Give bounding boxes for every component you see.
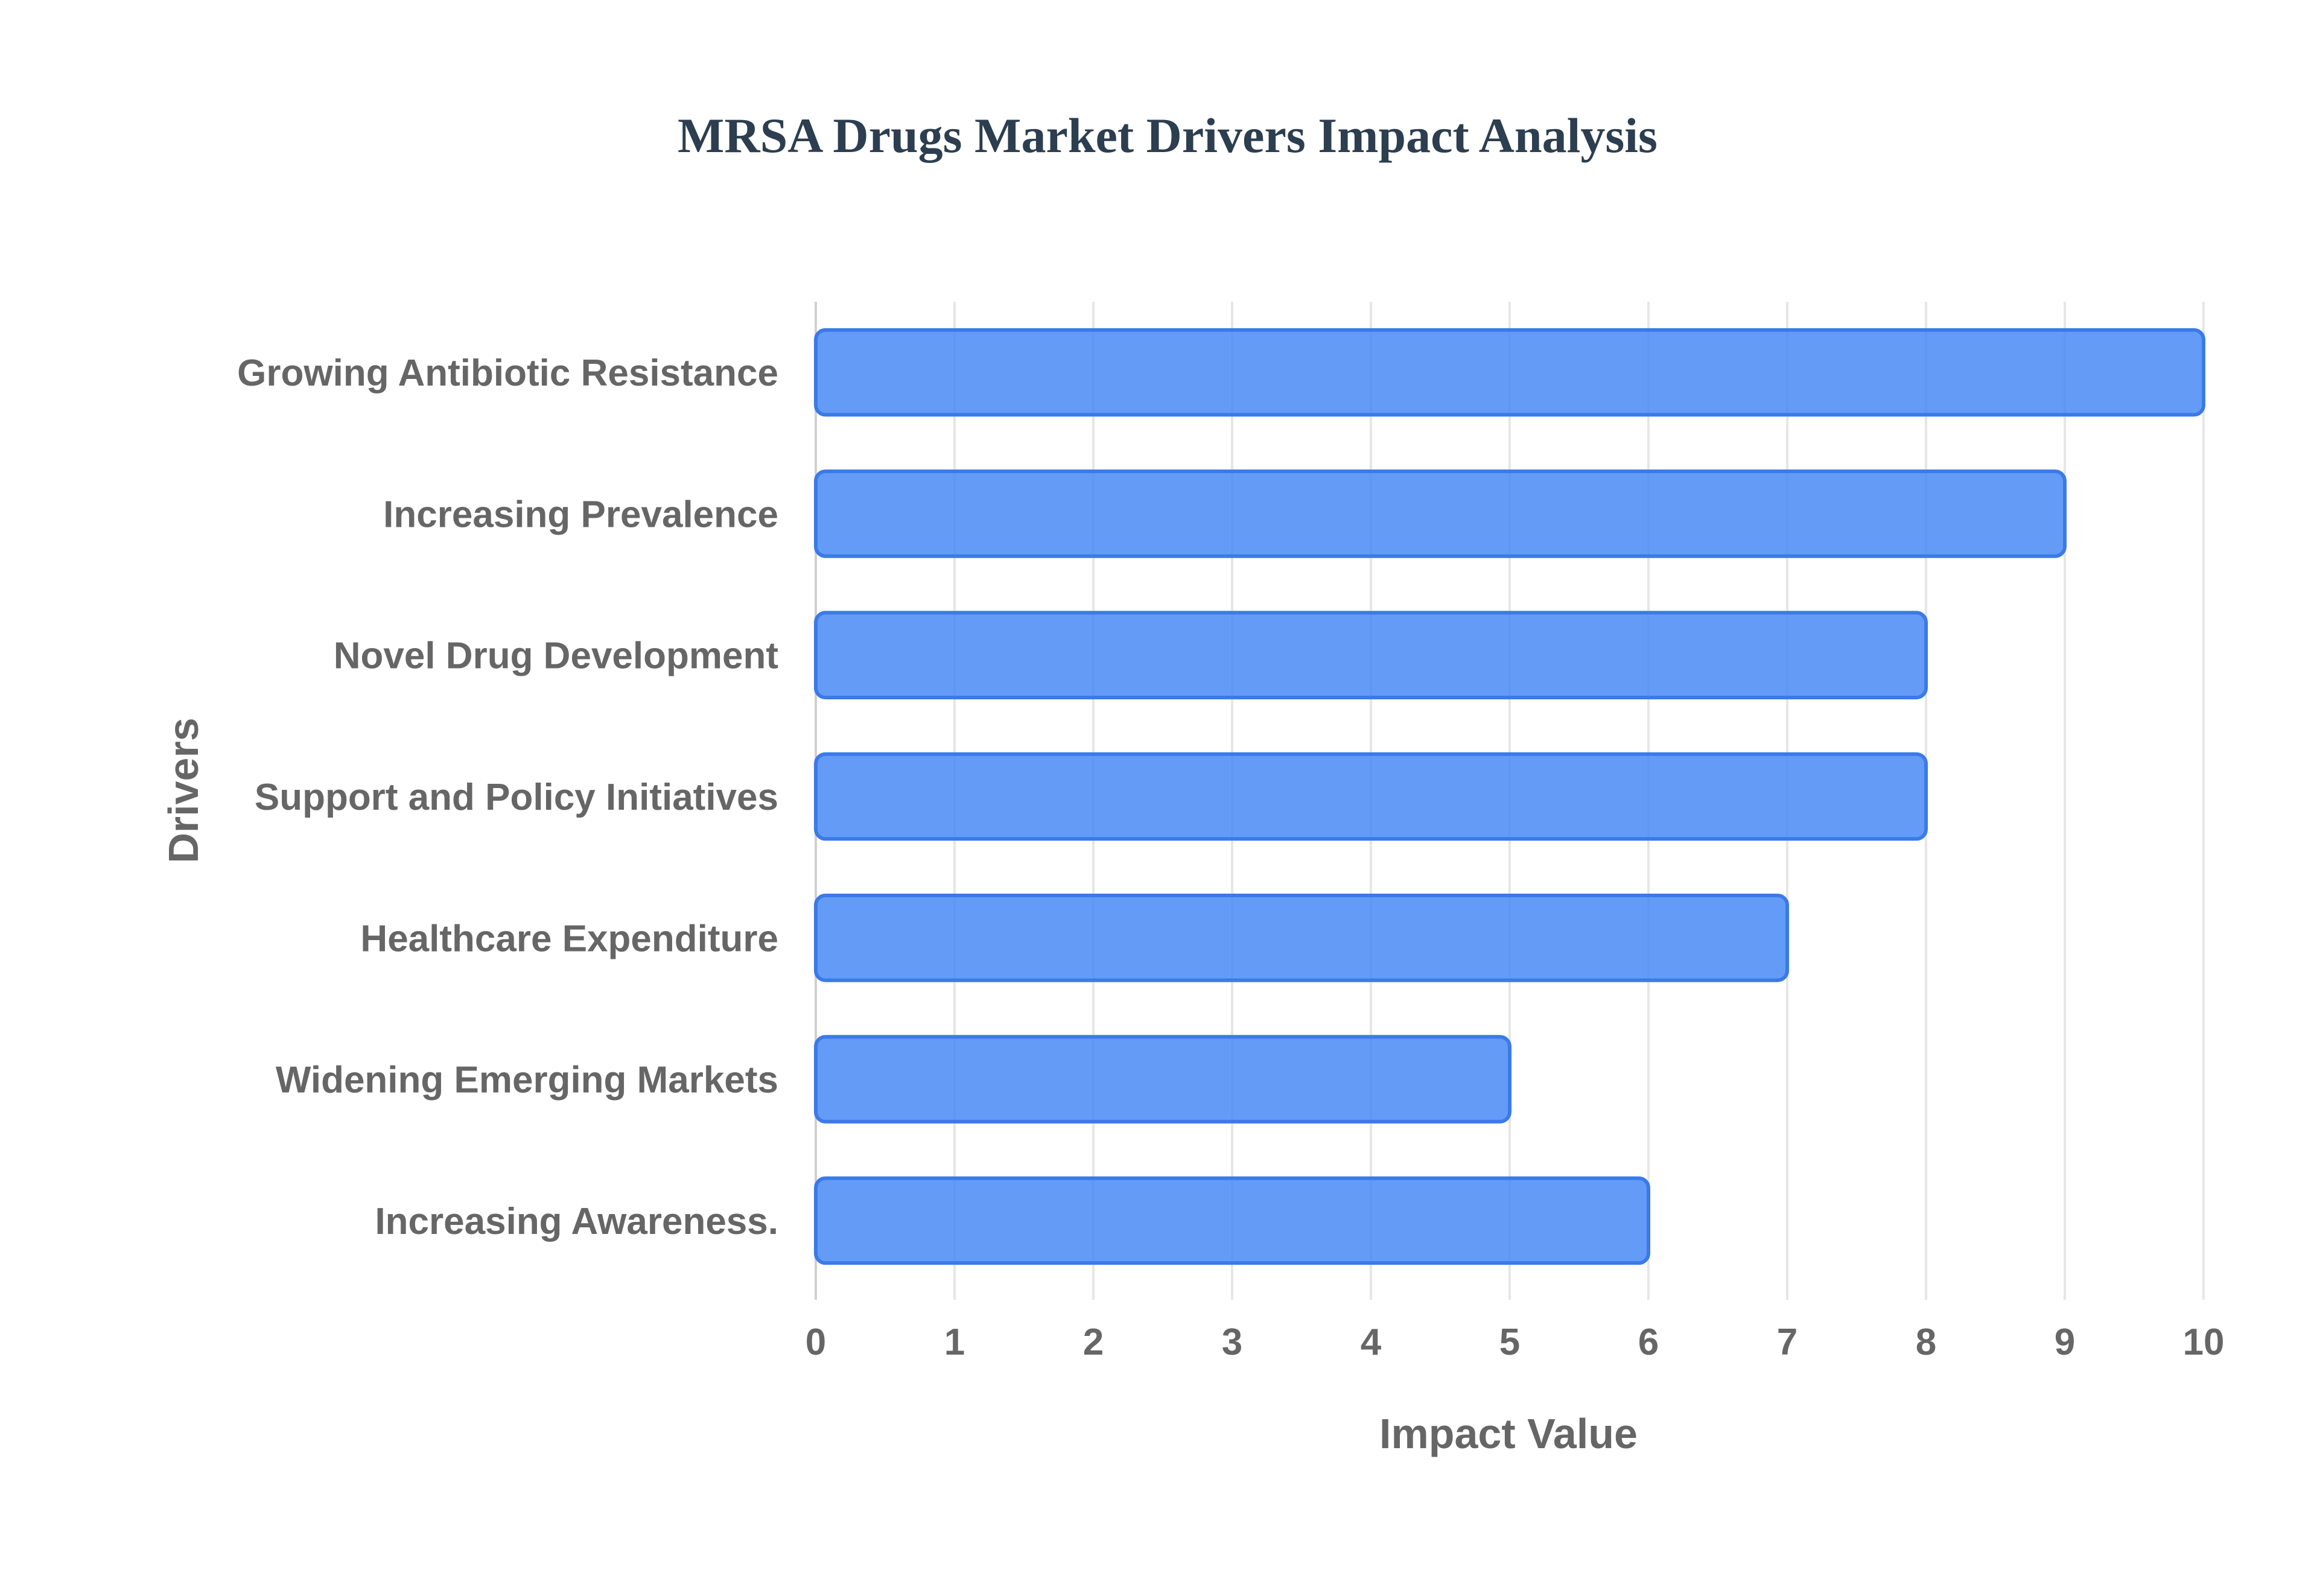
bars [814, 328, 2205, 1265]
x-tick-label: 7 [1777, 1321, 1797, 1363]
x-axis-title: Impact Value [1379, 1410, 1638, 1457]
x-tick-label: 2 [1083, 1321, 1104, 1363]
x-tick-label: 1 [944, 1321, 965, 1363]
x-tick-label: 3 [1222, 1321, 1242, 1363]
bar [814, 328, 2205, 417]
category-label: Healthcare Expenditure [360, 918, 778, 959]
chart-title: MRSA Drugs Market Drivers Impact Analysi… [678, 108, 1657, 163]
x-tick-label: 9 [2055, 1321, 2075, 1363]
bar [814, 469, 2067, 558]
category-label: Increasing Prevalence [383, 494, 778, 535]
x-tick-label: 4 [1361, 1321, 1382, 1363]
bar [814, 1176, 1650, 1265]
x-tick-label: 0 [806, 1321, 826, 1363]
category-label: Support and Policy Initiatives [255, 777, 778, 818]
category-label: Novel Drug Development [334, 635, 778, 677]
y-axis-title: Drivers [160, 717, 207, 863]
x-tick-labels: 0 1 2 3 4 5 6 7 8 9 10 [806, 1321, 2225, 1363]
bar [814, 1035, 1511, 1124]
category-label: Widening Emerging Markets [276, 1060, 778, 1101]
x-tick-label: 5 [1499, 1321, 1520, 1363]
bar [814, 752, 1928, 841]
x-tick-label: 6 [1638, 1321, 1659, 1363]
x-tick-label: 8 [1916, 1321, 1936, 1363]
category-label: Growing Antibiotic Resistance [237, 352, 778, 394]
bar [814, 894, 1789, 982]
category-labels: Growing Antibiotic Resistance Increasing … [237, 352, 778, 1242]
x-tick-label: 10 [2183, 1321, 2225, 1363]
category-label: Increasing Awareness. [375, 1201, 778, 1242]
bar [814, 611, 1928, 700]
